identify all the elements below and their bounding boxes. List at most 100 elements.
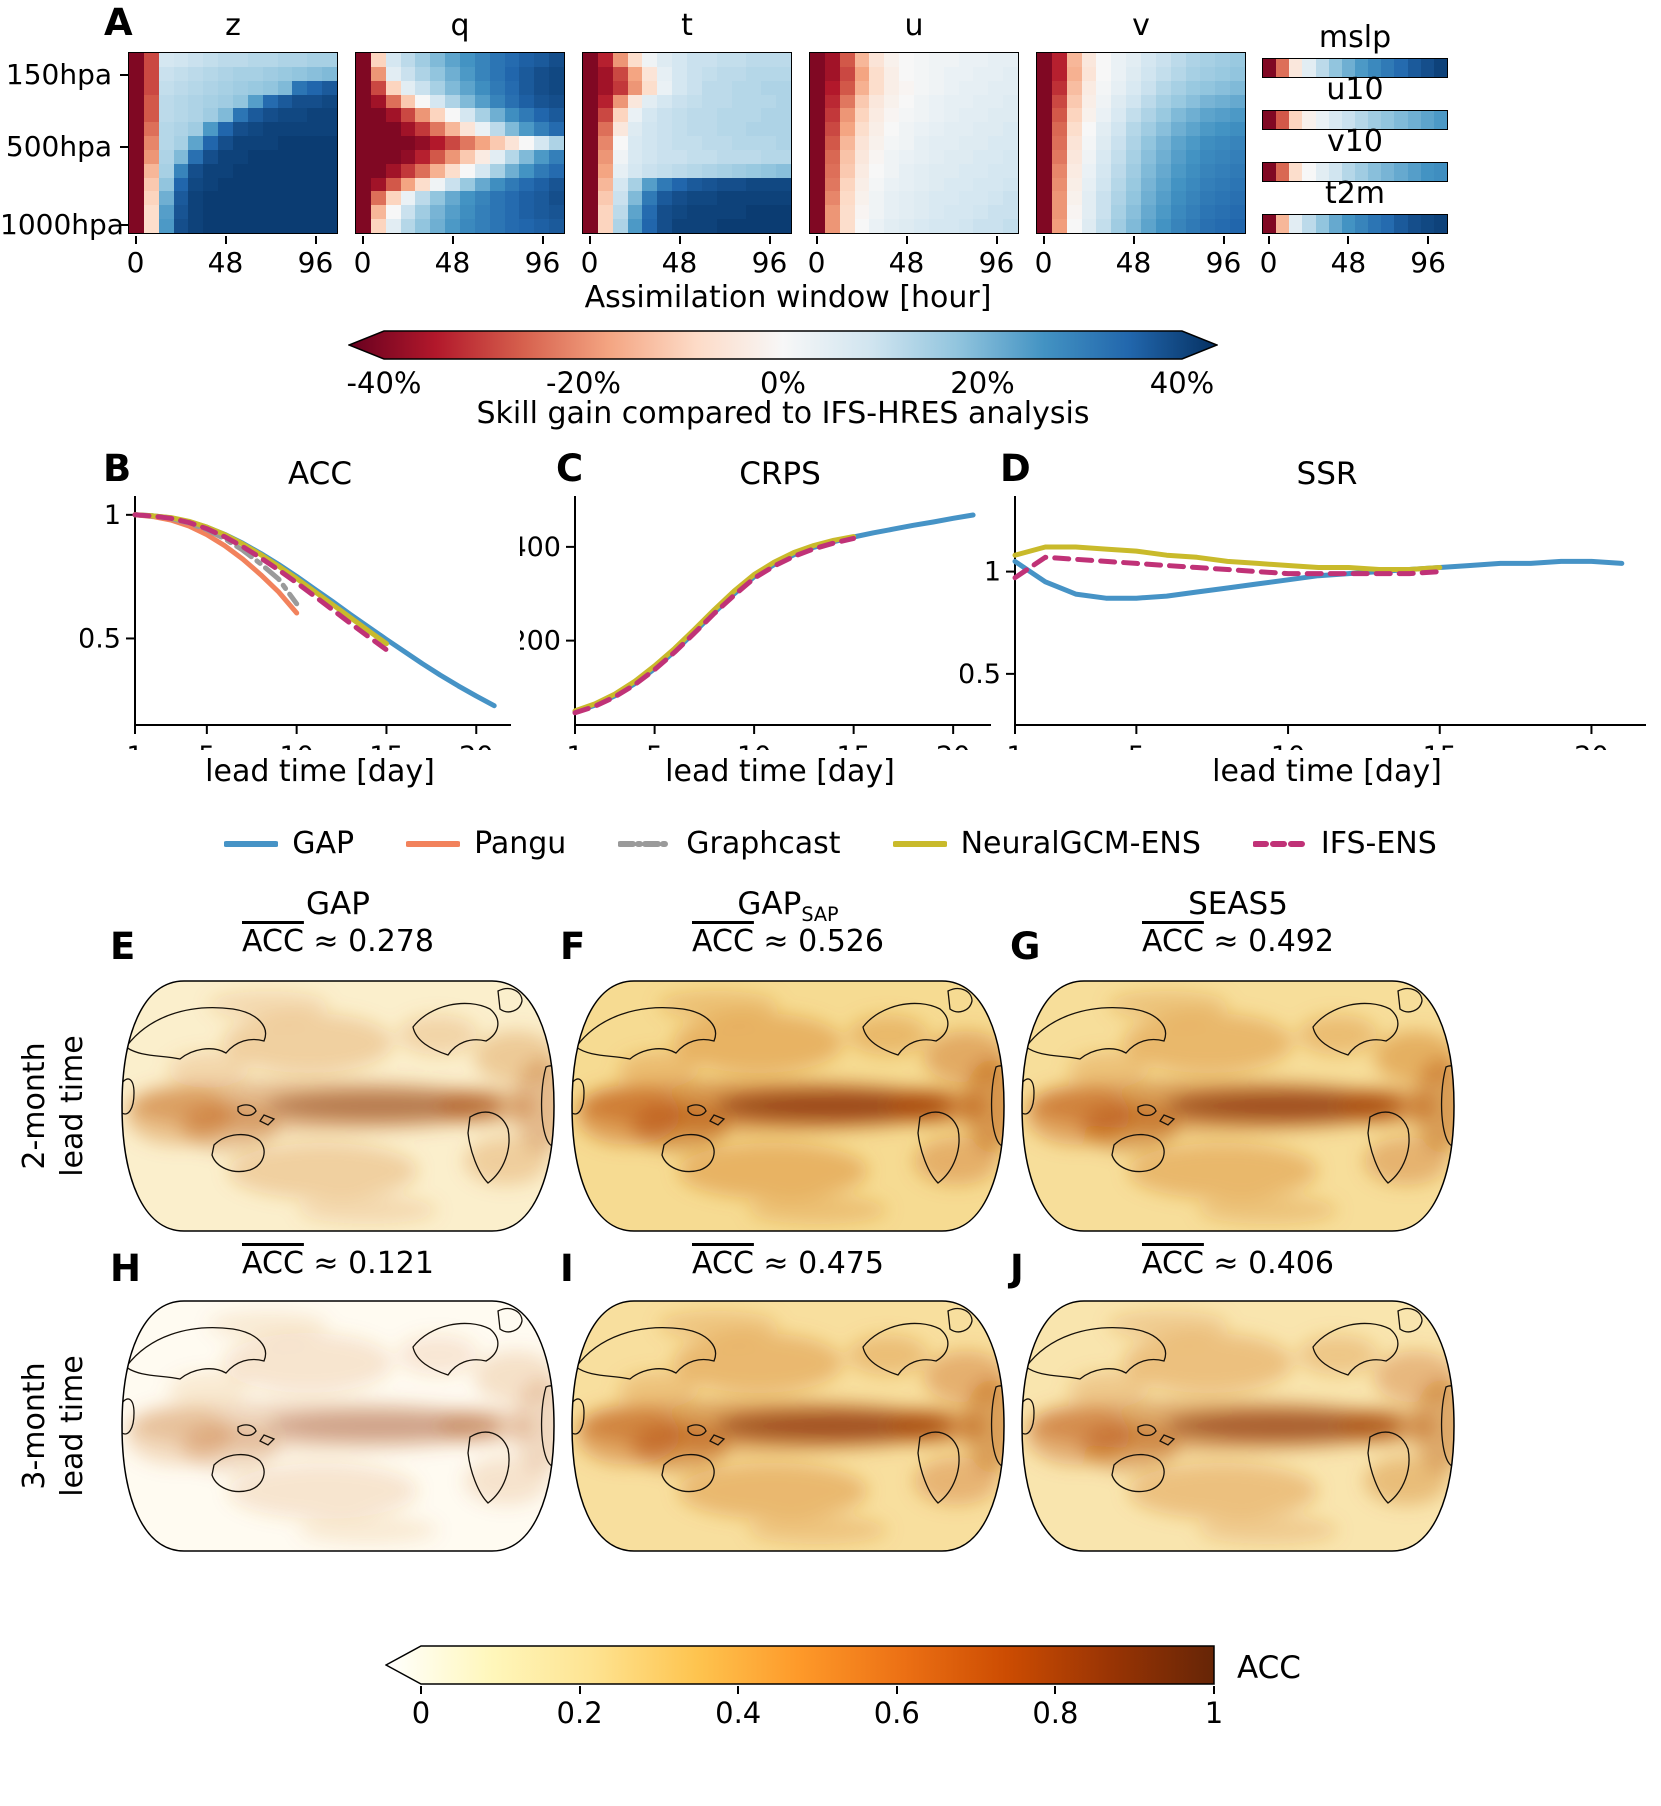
heatmap-cell bbox=[839, 149, 855, 164]
heatmap-cell bbox=[218, 219, 233, 233]
heatmap-cell bbox=[143, 122, 159, 137]
panel-letter-a: A bbox=[104, 1, 133, 44]
heatmap-cell bbox=[292, 108, 308, 123]
heatmap-cell bbox=[1155, 205, 1171, 220]
heatmap-cell bbox=[642, 149, 658, 164]
heatmap-cell bbox=[701, 94, 717, 109]
heatmap-cell bbox=[1215, 136, 1231, 150]
heatmap-cell bbox=[356, 108, 371, 123]
assimilation-window-xlabel: Assimilation window [hour] bbox=[584, 280, 992, 315]
heatmap-cell bbox=[1185, 53, 1201, 67]
heatmap-cell bbox=[701, 163, 717, 178]
heatmap-cell bbox=[445, 205, 460, 220]
heatmap-cell bbox=[1328, 59, 1342, 77]
heatmap-cell bbox=[262, 66, 278, 81]
heatmap-cell bbox=[519, 177, 535, 192]
heatmap-cell bbox=[1289, 215, 1303, 233]
heatmap-cell bbox=[519, 191, 535, 206]
heatmap-cell bbox=[549, 191, 564, 206]
heatmap-cell bbox=[370, 163, 386, 178]
heatmap-cell bbox=[869, 149, 885, 164]
heatmap-cell bbox=[761, 66, 777, 81]
heatmap-cell bbox=[430, 108, 446, 123]
heatmap-cell bbox=[173, 122, 189, 137]
x-tick-mark bbox=[1222, 236, 1225, 244]
heatmap-cell bbox=[430, 177, 446, 192]
x-tick-mark bbox=[314, 236, 317, 244]
heatmap-cell bbox=[203, 219, 219, 233]
svg-text:20: 20 bbox=[1574, 741, 1608, 750]
heatmap-cell bbox=[824, 66, 840, 81]
chart-CRPS: 15101520400200 bbox=[520, 496, 991, 750]
heatmap-cell bbox=[277, 66, 293, 81]
continent-outline bbox=[990, 1065, 1004, 1147]
heatmap-cell bbox=[1051, 177, 1067, 192]
heatmap-cell bbox=[1003, 108, 1018, 123]
heatmap-cell bbox=[1003, 163, 1018, 178]
heatmap-cell bbox=[307, 80, 323, 95]
heatmap-cell bbox=[716, 163, 732, 178]
heatmap-cell bbox=[1200, 94, 1216, 109]
heatmap-cell bbox=[716, 136, 732, 150]
heatmap-cell bbox=[1200, 136, 1216, 150]
heatmap-cell bbox=[701, 219, 717, 233]
svg-text:10: 10 bbox=[737, 741, 771, 750]
heatmap-cell bbox=[504, 80, 520, 95]
heatmap-cell bbox=[489, 149, 505, 164]
heatmap-cell bbox=[129, 219, 144, 233]
continent-outline bbox=[1025, 1326, 1167, 1380]
heatmap-cell bbox=[370, 108, 386, 123]
heatmap-cell bbox=[884, 108, 900, 123]
heatmap-cell bbox=[322, 136, 337, 150]
heatmap-cell bbox=[1111, 149, 1127, 164]
heatmap-cell bbox=[672, 163, 687, 178]
heatmap-cell bbox=[277, 94, 293, 109]
heatmap-cell bbox=[854, 191, 870, 206]
heatmap-cell bbox=[701, 80, 717, 95]
heatmap-cell bbox=[474, 177, 490, 192]
heatmap-cell bbox=[322, 205, 337, 220]
heatmap-cell bbox=[899, 149, 914, 164]
heatmap-cell bbox=[489, 163, 505, 178]
heatmap-cell bbox=[839, 53, 855, 67]
heatmap-cell bbox=[203, 177, 219, 192]
heatmap-cell bbox=[810, 136, 825, 150]
heatmap-cell bbox=[1315, 163, 1329, 181]
heatmap-cell bbox=[459, 149, 475, 164]
heatmap-cell bbox=[292, 205, 308, 220]
heatmap-cell bbox=[385, 122, 401, 137]
heatmap-cell bbox=[928, 80, 944, 95]
series-NeuralGCM-ENS bbox=[132, 512, 389, 647]
heatmap-cell bbox=[459, 191, 475, 206]
heatmap-q bbox=[355, 52, 565, 234]
continent-outline bbox=[1440, 1065, 1454, 1147]
heatmap-cell bbox=[489, 94, 505, 109]
heatmap-cell bbox=[1037, 191, 1052, 206]
heatmap-cell bbox=[597, 53, 613, 67]
heatmap-cell bbox=[445, 108, 460, 123]
heatmap-cell bbox=[430, 80, 446, 95]
heatmap-cell bbox=[884, 80, 900, 95]
heatmap-cell bbox=[1066, 80, 1082, 95]
heatmap-cell bbox=[854, 205, 870, 220]
heatmap-cell bbox=[1276, 163, 1290, 181]
heatmap-cell bbox=[1081, 80, 1097, 95]
map-subtitle-H: ACC ≈ 0.121 bbox=[242, 1246, 434, 1281]
heatmap-cell bbox=[627, 53, 643, 67]
heatmap-cell bbox=[928, 191, 944, 206]
heatmap-cell bbox=[1140, 149, 1156, 164]
heatmap-cell bbox=[627, 149, 643, 164]
legend-item-Pangu: Pangu bbox=[406, 826, 566, 861]
heatmap-cell bbox=[370, 66, 386, 81]
heatmap-cell bbox=[854, 53, 870, 67]
heatmap-cell bbox=[415, 53, 431, 67]
y-tick-mark bbox=[120, 146, 128, 148]
heatmap-cell bbox=[1368, 59, 1382, 77]
heatmap-cell bbox=[1341, 111, 1355, 129]
continent-outline bbox=[1159, 1114, 1176, 1126]
heatmap-cell bbox=[322, 149, 337, 164]
panel-letter-i: I bbox=[560, 1247, 574, 1290]
heatmap-cell bbox=[1066, 94, 1082, 109]
heatmap-cell bbox=[854, 219, 870, 233]
heatmap-cell bbox=[262, 149, 278, 164]
